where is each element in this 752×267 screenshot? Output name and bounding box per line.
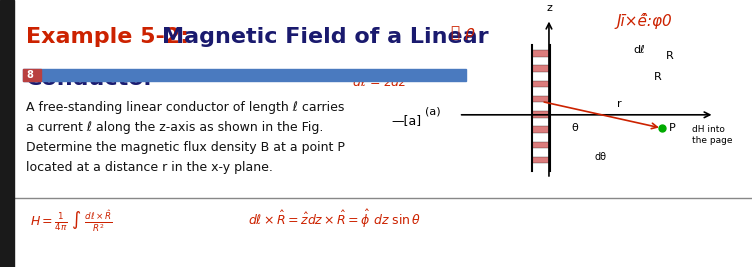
- Text: A free-standing linear conductor of length ℓ carries
a current ℓ along the z-axi: A free-standing linear conductor of leng…: [26, 101, 345, 174]
- Bar: [23, 69, 466, 81]
- Bar: [23, 69, 41, 81]
- Text: P: P: [669, 123, 676, 133]
- Text: dH into
the page: dH into the page: [692, 125, 732, 145]
- Text: $d\ell \times \hat{R} = \hat{z}dz \times \hat{R} = \hat{\phi}\ dz\ \sin\theta$: $d\ell \times \hat{R} = \hat{z}dz \times…: [248, 208, 421, 230]
- Bar: [0, 0, 14, 267]
- Text: θ: θ: [572, 123, 578, 133]
- Bar: [532, 157, 550, 163]
- Text: R: R: [666, 51, 673, 61]
- Bar: [532, 50, 550, 57]
- Text: $H = \frac{1}{4\pi}\ \int\ \frac{d\ell \times \hat{R}}{R^2}$: $H = \frac{1}{4\pi}\ \int\ \frac{d\ell \…: [30, 208, 113, 234]
- Bar: [532, 65, 550, 72]
- Text: Ꝼ ρ: Ꝼ ρ: [451, 25, 475, 40]
- Text: Jī×ê̂:φ0: Jī×ê̂:φ0: [617, 13, 672, 29]
- Bar: [532, 111, 550, 118]
- Bar: [532, 96, 550, 102]
- Text: dℓ = ẑdz: dℓ = ẑdz: [353, 76, 406, 89]
- Text: R: R: [654, 72, 662, 82]
- Text: (a): (a): [425, 107, 441, 117]
- Text: Magnetic Field of a Linear: Magnetic Field of a Linear: [162, 27, 488, 47]
- Bar: [532, 127, 550, 133]
- Text: Conductor: Conductor: [26, 69, 156, 89]
- Text: r: r: [617, 99, 621, 109]
- Text: —[a]: —[a]: [391, 114, 421, 127]
- Bar: [532, 142, 550, 148]
- Text: dℓ: dℓ: [633, 45, 645, 55]
- Text: Example 5-2:: Example 5-2:: [26, 27, 190, 47]
- Text: 8: 8: [26, 70, 34, 80]
- Text: dθ: dθ: [594, 152, 606, 162]
- Text: z: z: [546, 3, 552, 13]
- Bar: [532, 81, 550, 87]
